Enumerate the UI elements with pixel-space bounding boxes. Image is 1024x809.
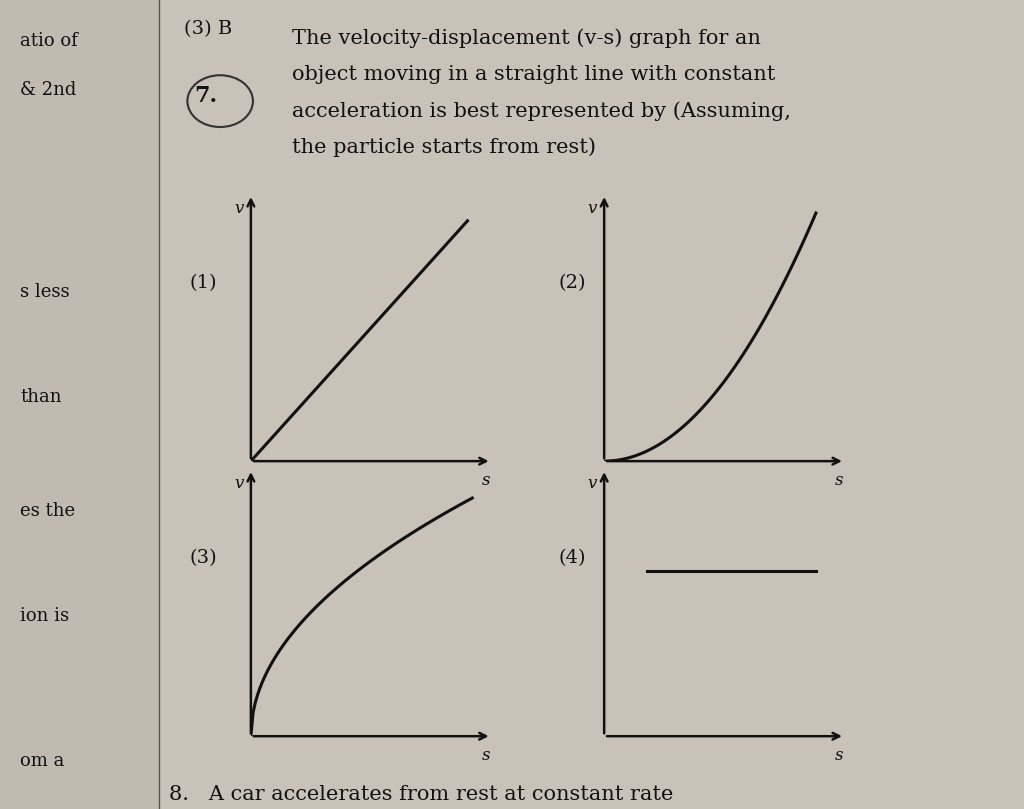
Text: (3) B: (3) B — [184, 20, 232, 38]
Text: v: v — [588, 200, 597, 217]
Text: the particle starts from rest): the particle starts from rest) — [292, 138, 596, 157]
Text: v: v — [234, 475, 244, 492]
Text: (4): (4) — [558, 549, 586, 567]
Text: atio of: atio of — [20, 32, 78, 50]
Text: acceleration is best represented by (Assuming,: acceleration is best represented by (Ass… — [292, 101, 791, 121]
Text: s: s — [836, 748, 844, 765]
Text: es the: es the — [20, 502, 76, 519]
Text: object moving in a straight line with constant: object moving in a straight line with co… — [292, 65, 775, 83]
Text: The velocity-displacement (v-s) graph for an: The velocity-displacement (v-s) graph fo… — [292, 28, 761, 48]
Text: 7.: 7. — [195, 85, 218, 107]
Text: om a: om a — [20, 752, 65, 770]
Text: s: s — [482, 472, 490, 489]
Text: than: than — [20, 388, 62, 406]
Text: s less: s less — [20, 283, 70, 301]
Text: (1): (1) — [189, 274, 217, 292]
Text: s: s — [836, 472, 844, 489]
Text: 8.   A car accelerates from rest at constant rate: 8. A car accelerates from rest at consta… — [169, 785, 674, 803]
Text: s: s — [482, 748, 490, 765]
Text: & 2nd: & 2nd — [20, 81, 77, 99]
Text: (3): (3) — [189, 549, 217, 567]
Text: ion is: ion is — [20, 607, 70, 625]
Text: (2): (2) — [558, 274, 586, 292]
Text: v: v — [234, 200, 244, 217]
Text: v: v — [588, 475, 597, 492]
